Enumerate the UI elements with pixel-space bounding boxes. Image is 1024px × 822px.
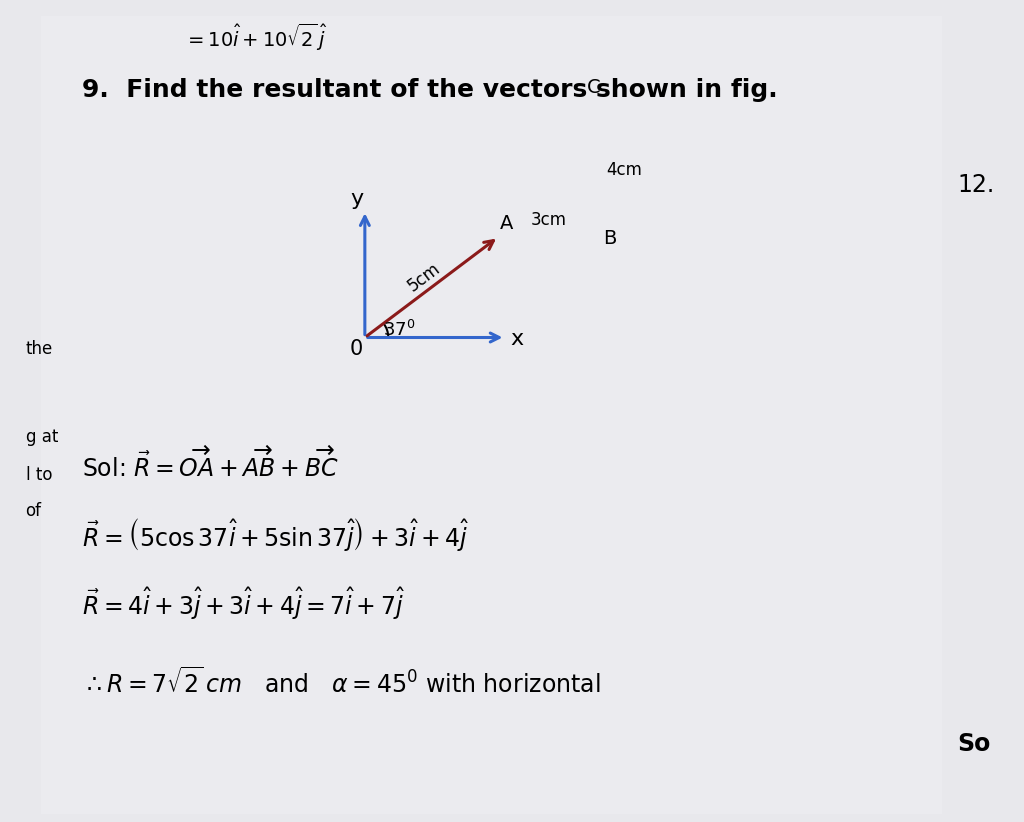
Text: l to: l to [26, 466, 52, 484]
Text: 4cm: 4cm [606, 161, 642, 179]
Text: $=10\hat{i}+10\sqrt{2}\,\hat{j}$: $=10\hat{i}+10\sqrt{2}\,\hat{j}$ [184, 21, 328, 53]
Text: $\therefore R=7\sqrt{2}\,cm\quad\text{and}\quad\alpha=45^0\text{ with horizontal: $\therefore R=7\sqrt{2}\,cm\quad\text{an… [82, 667, 600, 698]
Text: B: B [603, 229, 616, 248]
Text: $\vec{R}=\left(5\cos37\hat{i}+5\sin37\hat{j}\right)+3\hat{i}+4\hat{j}$: $\vec{R}=\left(5\cos37\hat{i}+5\sin37\ha… [82, 515, 469, 553]
Text: 5cm: 5cm [404, 259, 443, 295]
Text: $\vec{R}=4\hat{i}+3\hat{j}+3\hat{i}+4\hat{j}=7\hat{i}+7\hat{j}$: $\vec{R}=4\hat{i}+3\hat{j}+3\hat{i}+4\ha… [82, 586, 406, 622]
Text: g at: g at [26, 428, 58, 446]
Text: y: y [350, 189, 364, 209]
Text: 37$^0$: 37$^0$ [383, 320, 416, 340]
Text: 3cm: 3cm [530, 211, 566, 229]
Text: C: C [587, 78, 601, 97]
FancyBboxPatch shape [41, 16, 942, 814]
Text: of: of [26, 502, 42, 520]
Text: Sol: $\vec{R}=\overrightarrow{OA}+\overrightarrow{AB}+\overrightarrow{BC}$: Sol: $\vec{R}=\overrightarrow{OA}+\overr… [82, 447, 339, 482]
Text: the: the [26, 340, 53, 358]
Text: 9.  Find the resultant of the vectors shown in fig.: 9. Find the resultant of the vectors sho… [82, 78, 777, 102]
Text: 12.: 12. [957, 173, 994, 197]
Text: So: So [957, 732, 991, 756]
Text: 0: 0 [350, 339, 364, 359]
Text: x: x [510, 329, 523, 349]
Text: A: A [500, 214, 513, 233]
